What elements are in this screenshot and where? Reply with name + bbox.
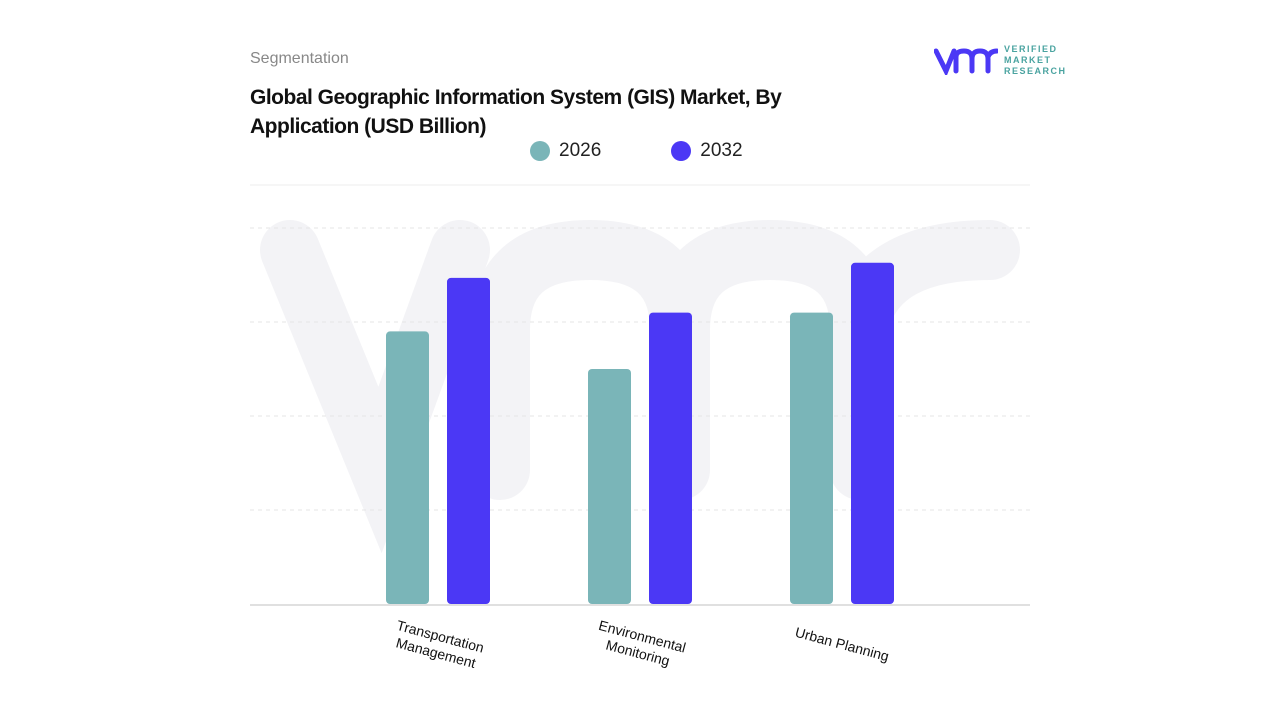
legend-swatch-2032 bbox=[671, 141, 692, 161]
segment-label: Segmentation bbox=[250, 50, 349, 67]
legend-label: 2026 bbox=[559, 140, 602, 161]
logo-line: VERIFIED bbox=[1004, 44, 1058, 54]
bar-2026-2 bbox=[790, 312, 833, 604]
bar-2032-0 bbox=[447, 277, 490, 604]
legend-item-2032: 2032 bbox=[671, 140, 743, 162]
logo-text: VERIFIED MARKET RESEARCH bbox=[1004, 44, 1067, 77]
bar-2032-1 bbox=[649, 312, 692, 604]
logo: VERIFIED MARKET RESEARCH bbox=[934, 44, 1067, 77]
bar-2026-0 bbox=[386, 331, 429, 604]
legend-label: 2032 bbox=[700, 140, 743, 161]
chart-title: Global Geographic Information System (GI… bbox=[250, 86, 782, 138]
legend: 2026 2032 bbox=[530, 140, 743, 162]
vmr-logo-icon bbox=[934, 47, 998, 75]
legend-swatch-2026 bbox=[530, 141, 550, 161]
bar-2032-2 bbox=[851, 262, 894, 604]
legend-item-2026: 2026 bbox=[530, 140, 601, 162]
logo-line: MARKET bbox=[1004, 55, 1052, 65]
watermark-logo-icon bbox=[260, 219, 1020, 554]
bar-2026-1 bbox=[588, 369, 631, 604]
logo-line: RESEARCH bbox=[1004, 66, 1067, 76]
